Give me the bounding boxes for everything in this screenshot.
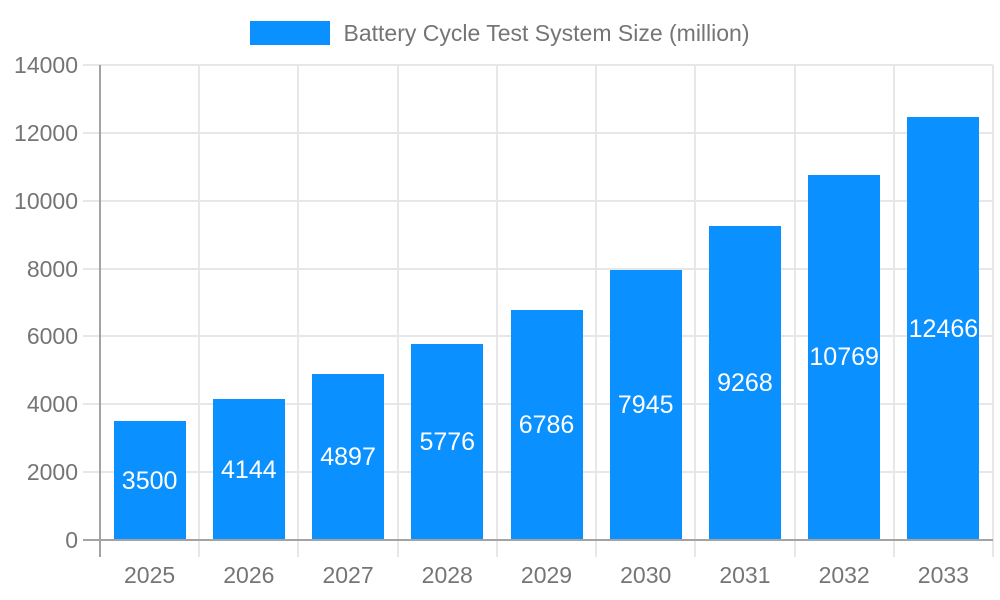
y-gridline	[83, 131, 993, 134]
x-gridline	[892, 65, 895, 557]
y-axis-tick-label: 0	[65, 527, 78, 553]
bar-value-label: 10769	[809, 343, 879, 372]
y-axis-tick-label: 14000	[14, 52, 78, 78]
y-axis-tick-label: 2000	[26, 459, 78, 486]
bar-2027: 4897	[312, 373, 385, 540]
legend: Battery Cycle Test System Size (million)	[0, 21, 1000, 45]
bar-2029: 6786	[510, 309, 583, 540]
bar-2031: 9268	[708, 225, 781, 540]
bar-2033: 12466	[907, 117, 980, 540]
x-gridline	[198, 65, 201, 557]
x-axis-label: 2028	[421, 562, 473, 588]
legend-swatch	[250, 21, 331, 45]
y-axis-tick-label: 4000	[26, 391, 78, 418]
x-axis-label: 2033	[917, 562, 969, 588]
bar-2026: 4144	[212, 399, 285, 540]
x-gridline	[992, 65, 994, 557]
x-axis-label: 2026	[223, 562, 275, 588]
bar-2025: 3500	[113, 421, 186, 540]
x-gridline	[595, 65, 598, 557]
x-axis-label: 2032	[818, 562, 870, 588]
bar-value-label: 7945	[617, 391, 674, 420]
y-axis-tick-label: 8000	[26, 255, 78, 282]
x-gridline	[495, 65, 498, 557]
x-axis-label: 2025	[124, 562, 176, 588]
x-axis-line	[83, 539, 993, 541]
legend-label: Battery Cycle Test System Size (million)	[343, 20, 750, 46]
y-gridline	[83, 64, 993, 66]
bar-value-label: 9268	[717, 368, 773, 397]
bar-value-label: 12466	[908, 314, 979, 343]
y-gridline	[83, 199, 993, 202]
y-axis-tick-label: 6000	[26, 323, 78, 350]
x-gridline	[694, 65, 697, 557]
x-axis-label: 2029	[520, 562, 573, 588]
bar-value-label: 4897	[320, 442, 376, 471]
bar-value-label: 5776	[419, 428, 476, 456]
y-axis-tick-label: 10000	[14, 187, 78, 214]
x-axis-label: 2027	[322, 562, 374, 588]
y-axis-line	[99, 65, 101, 557]
bar-2028: 5776	[411, 344, 484, 540]
y-axis-tick-label: 12000	[14, 119, 78, 146]
y-gridline	[83, 267, 993, 270]
bar-2030: 7945	[609, 270, 682, 540]
bar-value-label: 3500	[121, 466, 178, 495]
bar-value-label: 4144	[221, 455, 277, 484]
x-axis-label: 2030	[620, 562, 672, 588]
bar-2032: 10769	[808, 174, 881, 540]
x-gridline	[793, 65, 796, 557]
x-gridline	[297, 65, 300, 557]
bar-value-label: 6786	[518, 410, 575, 439]
x-gridline	[396, 65, 399, 557]
x-axis-label: 2031	[719, 562, 771, 588]
